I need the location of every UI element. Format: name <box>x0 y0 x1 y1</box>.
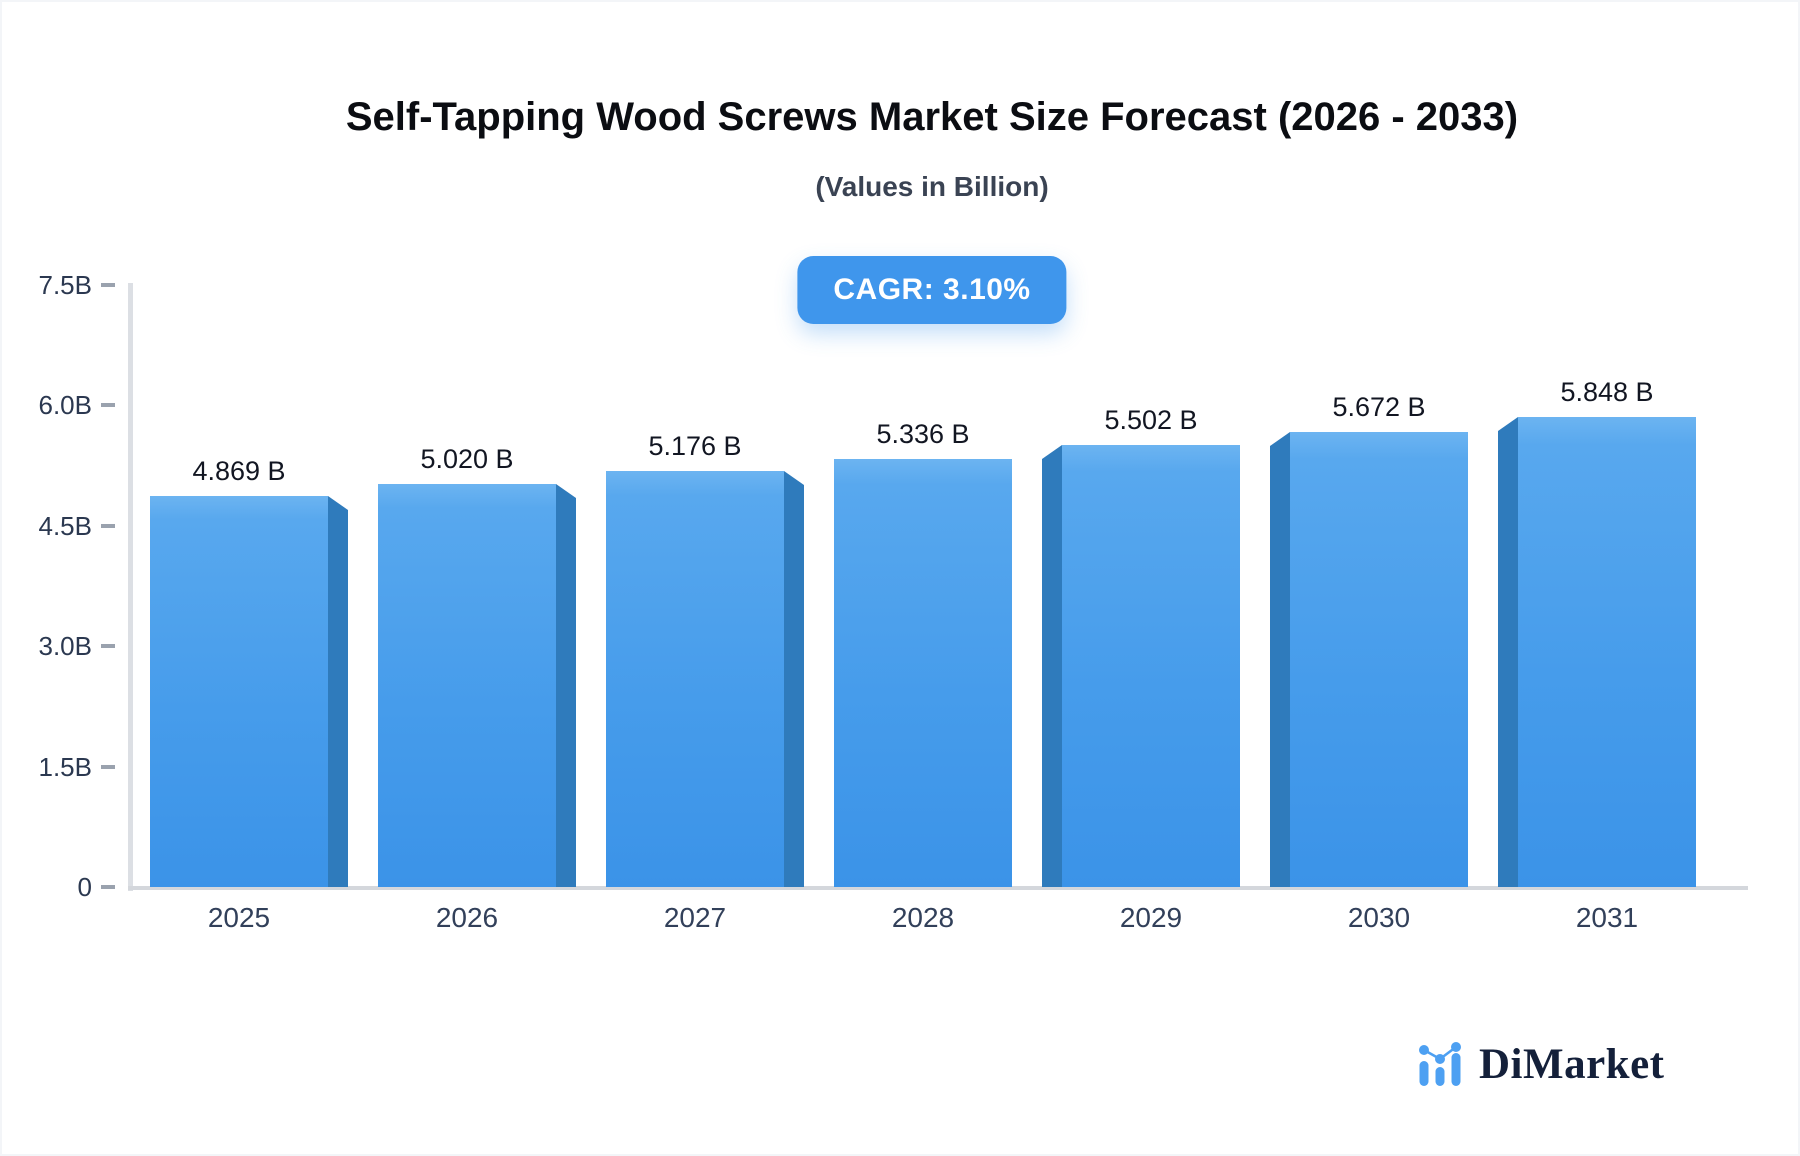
bar-2030[interactable] <box>1290 432 1468 887</box>
y-axis-tick-label: 0 <box>77 872 92 902</box>
chart-subtitle: (Values in Billion) <box>815 171 1049 202</box>
x-axis-category-label: 2029 <box>1119 902 1183 933</box>
cagr-badge: CAGR: 3.10% <box>797 256 1067 324</box>
bar-value-label: 5.336 B <box>876 419 970 449</box>
y-axis-tick-label: 4.5B <box>38 510 93 541</box>
bar-2025[interactable] <box>150 496 328 887</box>
bar-side-face <box>1042 445 1062 887</box>
y-axis-tick <box>101 403 115 408</box>
y-axis-tick <box>101 644 115 649</box>
x-axis-category-label: 2031 <box>1575 902 1639 933</box>
bar-2029[interactable] <box>1062 445 1240 887</box>
y-axis-tick <box>101 764 115 769</box>
bar-2028[interactable] <box>834 459 1012 887</box>
y-axis-line <box>128 283 133 891</box>
bar-value-label: 5.502 B <box>1104 405 1198 435</box>
x-axis-category-label: 2028 <box>891 902 955 933</box>
x-axis-line <box>128 886 1748 890</box>
bar-value-label: 5.020 B <box>420 444 514 474</box>
bar-2031[interactable] <box>1518 417 1696 887</box>
bar-chart-logo-icon <box>1419 1042 1461 1086</box>
y-axis-tick-label: 7.5B <box>38 269 93 300</box>
chart-title: Self-Tapping Wood Screws Market Size For… <box>345 95 1519 139</box>
x-axis-category-label: 2027 <box>663 902 727 933</box>
bar-side-face <box>556 484 576 887</box>
bar-side-face <box>1270 432 1290 887</box>
brand-logo[interactable]: DiMarket <box>1418 1038 1665 1092</box>
bar-side-face <box>1498 417 1518 887</box>
bar-value-label: 4.869 B <box>192 456 286 486</box>
bar-side-face <box>784 471 804 887</box>
bar-2027[interactable] <box>606 471 784 887</box>
bar-value-label: 5.176 B <box>648 431 742 461</box>
y-axis-tick <box>101 885 115 889</box>
x-axis-category-label: 2026 <box>435 902 499 933</box>
y-axis-tick-label: 6.0B <box>38 390 93 421</box>
bar-value-label: 5.848 B <box>1560 377 1654 407</box>
y-axis-tick-label: 3.0B <box>38 631 93 662</box>
bar-value-label: 5.672 B <box>1332 392 1426 422</box>
y-axis-tick <box>101 282 115 287</box>
x-axis-category-label: 2030 <box>1347 902 1411 933</box>
x-axis-category-label: 2025 <box>207 902 271 933</box>
bar-2026[interactable] <box>378 484 556 887</box>
y-axis-tick <box>101 523 115 528</box>
brand-name: DiMarket <box>1479 1041 1665 1088</box>
bar-side-face <box>328 496 348 887</box>
y-axis-tick-label: 1.5B <box>38 751 93 782</box>
